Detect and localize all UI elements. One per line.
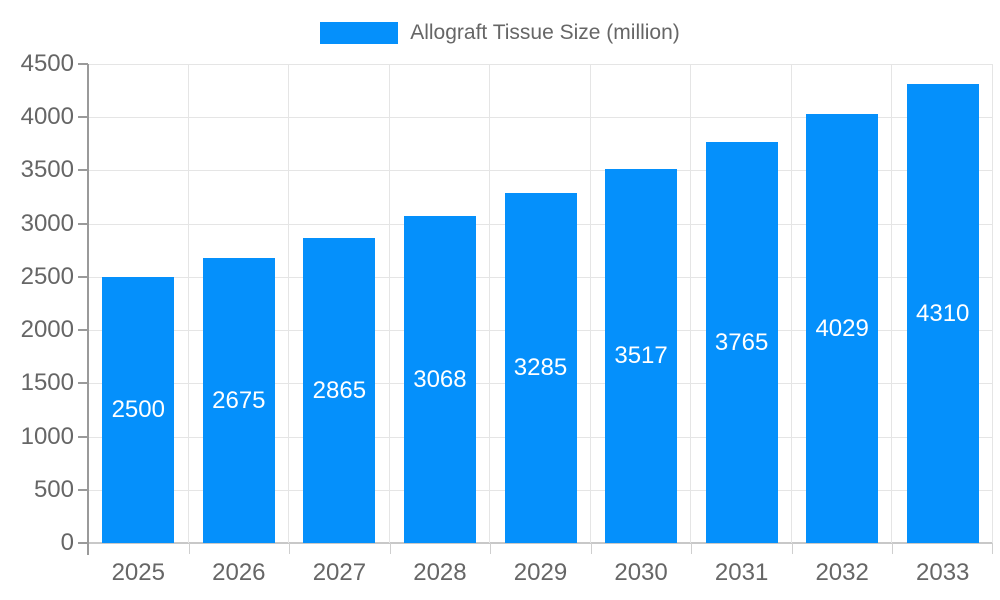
gridline-vertical: [388, 64, 390, 543]
x-axis-tick-label: 2031: [714, 559, 769, 586]
bar-value-label: 2675: [212, 386, 266, 414]
y-axis-tick-label: 2500: [20, 262, 74, 290]
x-axis-tick-label: 2033: [916, 559, 970, 586]
bar[interactable]: 3285: [504, 193, 577, 543]
x-axis-tick-label: 2032: [815, 559, 869, 586]
bar-value-label: 3068: [413, 365, 467, 393]
y-axis-tick: [78, 542, 88, 544]
gridline-vertical: [589, 64, 591, 543]
y-axis-tick-label: 1500: [20, 369, 74, 397]
x-axis-tick-label: 2025: [111, 559, 165, 586]
y-axis-tick: [78, 435, 88, 438]
bar[interactable]: 3517: [605, 168, 678, 543]
x-axis-tick: [791, 543, 793, 554]
y-axis-tick-label: 3500: [20, 156, 74, 184]
bar-value-label: 3517: [614, 341, 668, 369]
x-axis-tick-label: 2030: [614, 559, 668, 586]
y-axis-tick-label: 3000: [20, 209, 74, 237]
gridline-vertical: [790, 64, 792, 543]
x-axis-tick: [289, 543, 291, 554]
bar-value-label: 3285: [513, 354, 568, 382]
bar[interactable]: 4310: [906, 84, 979, 543]
bar[interactable]: 4029: [806, 114, 879, 543]
bar[interactable]: 3068: [403, 216, 476, 543]
gridline-vertical: [992, 64, 993, 543]
y-axis-line: [87, 64, 89, 555]
gridline-horizontal: [88, 542, 993, 544]
legend-label: Allograft Tissue Size (million): [410, 21, 680, 44]
y-axis-tick: [78, 275, 88, 278]
y-axis-tick: [78, 169, 88, 172]
y-axis-tick: [78, 116, 88, 119]
y-axis-tick: [78, 63, 88, 65]
bar-value-label: 3765: [714, 328, 769, 356]
gridline-horizontal: [88, 64, 993, 65]
x-axis-tick: [992, 543, 993, 554]
x-axis-tick-label: 2029: [513, 559, 568, 586]
gridline-vertical: [187, 64, 189, 543]
y-axis-tick-label: 0: [60, 529, 74, 556]
x-axis-tick: [490, 543, 492, 554]
y-axis-tick-label: 4500: [20, 50, 74, 77]
y-axis-tick: [78, 329, 88, 332]
x-axis-tick: [389, 543, 391, 554]
bar-value-label: 2500: [111, 395, 165, 423]
gridline-vertical: [690, 64, 692, 543]
gridline-vertical: [489, 64, 491, 543]
gridline-horizontal: [88, 117, 993, 119]
x-axis-tick-label: 2027: [312, 559, 367, 586]
y-axis-tick-label: 1000: [20, 422, 74, 450]
gridline-horizontal: [88, 170, 993, 172]
gridline-vertical: [288, 64, 290, 543]
chart-legend: Allograft Tissue Size (million): [0, 18, 1000, 48]
legend-swatch: [320, 22, 399, 44]
y-axis-tick: [78, 488, 88, 491]
bar[interactable]: 2500: [102, 276, 175, 543]
gridline-vertical: [891, 64, 893, 543]
x-axis-tick: [188, 543, 190, 554]
bar[interactable]: 2865: [303, 238, 376, 543]
x-axis-tick-label: 2028: [413, 559, 467, 586]
y-axis-tick-label: 4000: [20, 103, 74, 131]
x-axis-tick: [691, 543, 693, 554]
bar-value-label: 4310: [916, 299, 970, 327]
y-axis-tick: [78, 222, 88, 225]
x-axis-tick: [590, 543, 592, 554]
bar[interactable]: 2675: [202, 258, 275, 543]
y-axis-tick-label: 2000: [20, 316, 74, 344]
y-axis-tick-label: 500: [33, 475, 74, 503]
legend-item[interactable]: Allograft Tissue Size (million): [320, 22, 680, 44]
bar-value-label: 2865: [312, 376, 367, 404]
x-axis-tick: [892, 543, 894, 554]
bar-value-label: 4029: [815, 314, 869, 342]
plot-area: 2500 2675 2865 3068 3285 3517 3765 4029 4310: [78, 63, 993, 555]
y-axis-tick: [78, 382, 88, 385]
bar[interactable]: 3765: [705, 142, 778, 543]
x-axis-tick-label: 2026: [212, 559, 266, 586]
